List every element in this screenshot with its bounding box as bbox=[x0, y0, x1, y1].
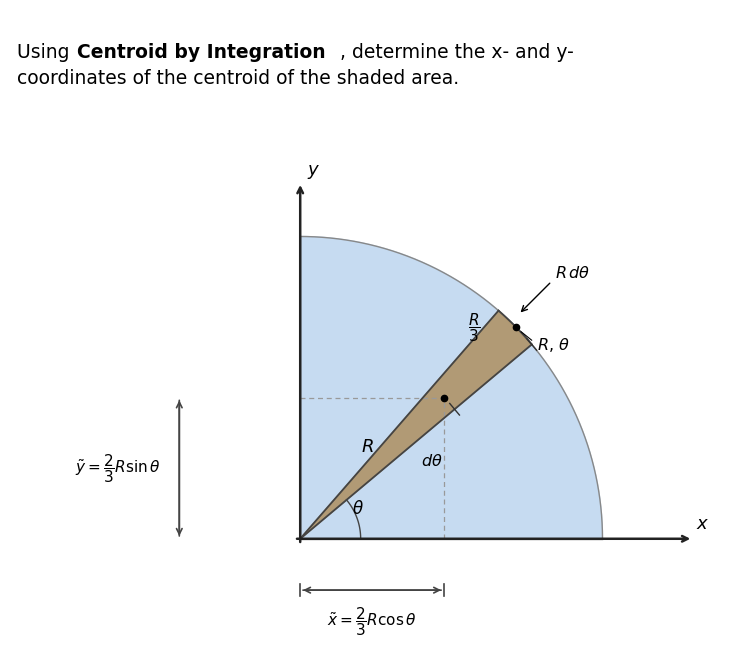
Text: Centroid by Integration: Centroid by Integration bbox=[77, 43, 326, 62]
Text: $\dfrac{R}{3}$: $\dfrac{R}{3}$ bbox=[468, 311, 481, 344]
Text: coordinates of the centroid of the shaded area.: coordinates of the centroid of the shade… bbox=[17, 69, 459, 88]
Text: $\tilde{y} = \dfrac{2}{3}R\sin\theta$: $\tilde{y} = \dfrac{2}{3}R\sin\theta$ bbox=[75, 452, 161, 484]
Text: $R,\,\theta$: $R,\,\theta$ bbox=[537, 336, 570, 354]
Text: x: x bbox=[696, 514, 707, 533]
Polygon shape bbox=[300, 237, 602, 539]
Text: y: y bbox=[308, 161, 318, 179]
Polygon shape bbox=[300, 311, 532, 539]
Text: $R\,d\theta$: $R\,d\theta$ bbox=[555, 265, 590, 281]
Text: , determine the x- and y-: , determine the x- and y- bbox=[340, 43, 574, 62]
Text: Using: Using bbox=[17, 43, 75, 62]
Text: $\theta$: $\theta$ bbox=[352, 499, 363, 518]
Text: $\tilde{x} = \dfrac{2}{3}R\cos\theta$: $\tilde{x} = \dfrac{2}{3}R\cos\theta$ bbox=[327, 605, 417, 638]
Text: $d\theta$: $d\theta$ bbox=[421, 453, 443, 469]
Text: $R$: $R$ bbox=[361, 438, 374, 456]
